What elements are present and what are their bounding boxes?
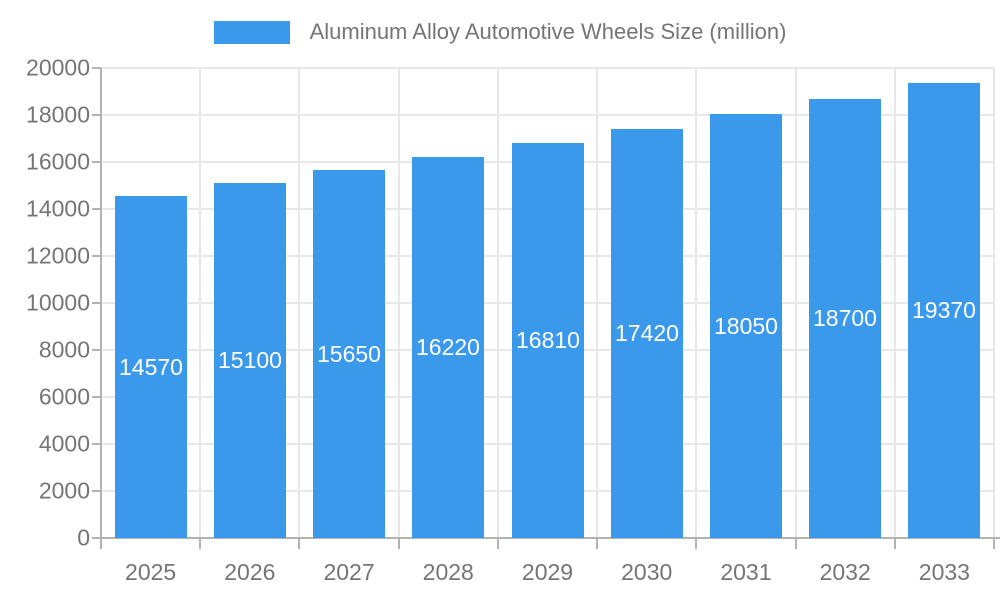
bar[interactable]: 18050 bbox=[710, 114, 782, 538]
y-axis-tick bbox=[92, 396, 101, 398]
x-gridline bbox=[199, 68, 202, 538]
x-axis-tick bbox=[298, 538, 301, 549]
x-axis-tick bbox=[993, 538, 995, 549]
y-axis-tick bbox=[92, 349, 101, 351]
bar[interactable]: 16220 bbox=[412, 157, 484, 538]
bar-value-label: 15650 bbox=[317, 340, 381, 367]
y-axis-tick-label: 16000 bbox=[26, 148, 90, 175]
bar[interactable]: 18700 bbox=[809, 99, 881, 538]
x-axis-tick bbox=[893, 538, 896, 549]
x-axis-tick bbox=[794, 538, 797, 549]
bar-value-label: 15100 bbox=[218, 347, 282, 373]
x-axis-tick bbox=[397, 538, 400, 549]
x-axis-line bbox=[92, 537, 1000, 539]
y-axis-tick bbox=[92, 208, 101, 210]
y-axis-tick bbox=[92, 302, 101, 304]
bar-value-label: 14570 bbox=[119, 353, 183, 380]
y-axis-tick-label: 4000 bbox=[38, 430, 90, 457]
bar-value-label: 19370 bbox=[912, 297, 976, 323]
x-axis-tick-label: 2033 bbox=[918, 559, 970, 585]
x-axis-tick bbox=[199, 538, 202, 549]
bar-value-label: 17420 bbox=[615, 320, 679, 346]
bar-value-label: 18050 bbox=[714, 312, 778, 339]
x-axis-tick-label: 2026 bbox=[224, 559, 276, 585]
bar[interactable]: 15100 bbox=[214, 183, 286, 538]
bar[interactable]: 15650 bbox=[313, 170, 385, 538]
y-axis-tick-label: 14000 bbox=[26, 195, 90, 222]
x-axis-tick-label: 2028 bbox=[422, 559, 474, 585]
bar-value-label: 18700 bbox=[813, 305, 877, 331]
x-axis-tick bbox=[496, 538, 499, 549]
x-axis-tick-label: 2027 bbox=[323, 559, 375, 585]
bar[interactable]: 17420 bbox=[611, 129, 683, 538]
y-axis-tick bbox=[92, 114, 101, 116]
x-axis-tick-label: 2025 bbox=[125, 559, 177, 585]
y-axis-line bbox=[100, 68, 102, 549]
y-axis-tick-label: 0 bbox=[77, 524, 90, 551]
x-axis-tick-label: 2031 bbox=[720, 559, 772, 585]
y-axis-tick bbox=[92, 490, 101, 492]
bar[interactable]: 16810 bbox=[512, 143, 584, 538]
x-gridline bbox=[893, 68, 896, 538]
x-axis-tick-label: 2032 bbox=[819, 559, 871, 585]
legend-color-swatch bbox=[213, 20, 290, 44]
x-axis-tick-label: 2030 bbox=[621, 559, 673, 585]
y-axis-tick bbox=[92, 67, 101, 69]
legend-label: Aluminum Alloy Automotive Wheels Size (m… bbox=[309, 19, 787, 44]
y-gridline bbox=[101, 67, 994, 69]
x-gridline bbox=[794, 68, 797, 538]
x-gridline bbox=[298, 68, 301, 538]
x-gridline bbox=[596, 68, 599, 538]
y-axis-tick-label: 12000 bbox=[26, 242, 90, 269]
y-axis-tick-label: 2000 bbox=[38, 477, 90, 504]
x-gridline bbox=[397, 68, 400, 538]
y-axis-tick-label: 6000 bbox=[38, 383, 90, 410]
chart-legend-item[interactable]: Aluminum Alloy Automotive Wheels Size (m… bbox=[0, 19, 1000, 45]
bar[interactable]: 14570 bbox=[115, 196, 187, 538]
y-axis-tick-label: 10000 bbox=[26, 289, 90, 316]
bar-value-label: 16810 bbox=[516, 327, 580, 353]
x-gridline bbox=[993, 68, 995, 538]
y-gridline bbox=[101, 114, 994, 116]
y-axis-tick bbox=[92, 443, 101, 445]
x-axis-tick bbox=[695, 538, 698, 549]
y-axis-tick-label: 20000 bbox=[26, 54, 90, 81]
y-axis-tick bbox=[92, 161, 101, 163]
x-axis-tick-label: 2029 bbox=[521, 559, 574, 585]
y-axis-tick-label: 8000 bbox=[38, 336, 90, 363]
x-gridline bbox=[496, 68, 499, 538]
bar[interactable]: 19370 bbox=[908, 83, 980, 538]
x-gridline bbox=[695, 68, 698, 538]
x-axis-tick bbox=[596, 538, 599, 549]
y-axis-tick bbox=[92, 255, 101, 257]
y-axis-tick-label: 18000 bbox=[26, 101, 90, 128]
bar-value-label: 16220 bbox=[416, 334, 480, 360]
